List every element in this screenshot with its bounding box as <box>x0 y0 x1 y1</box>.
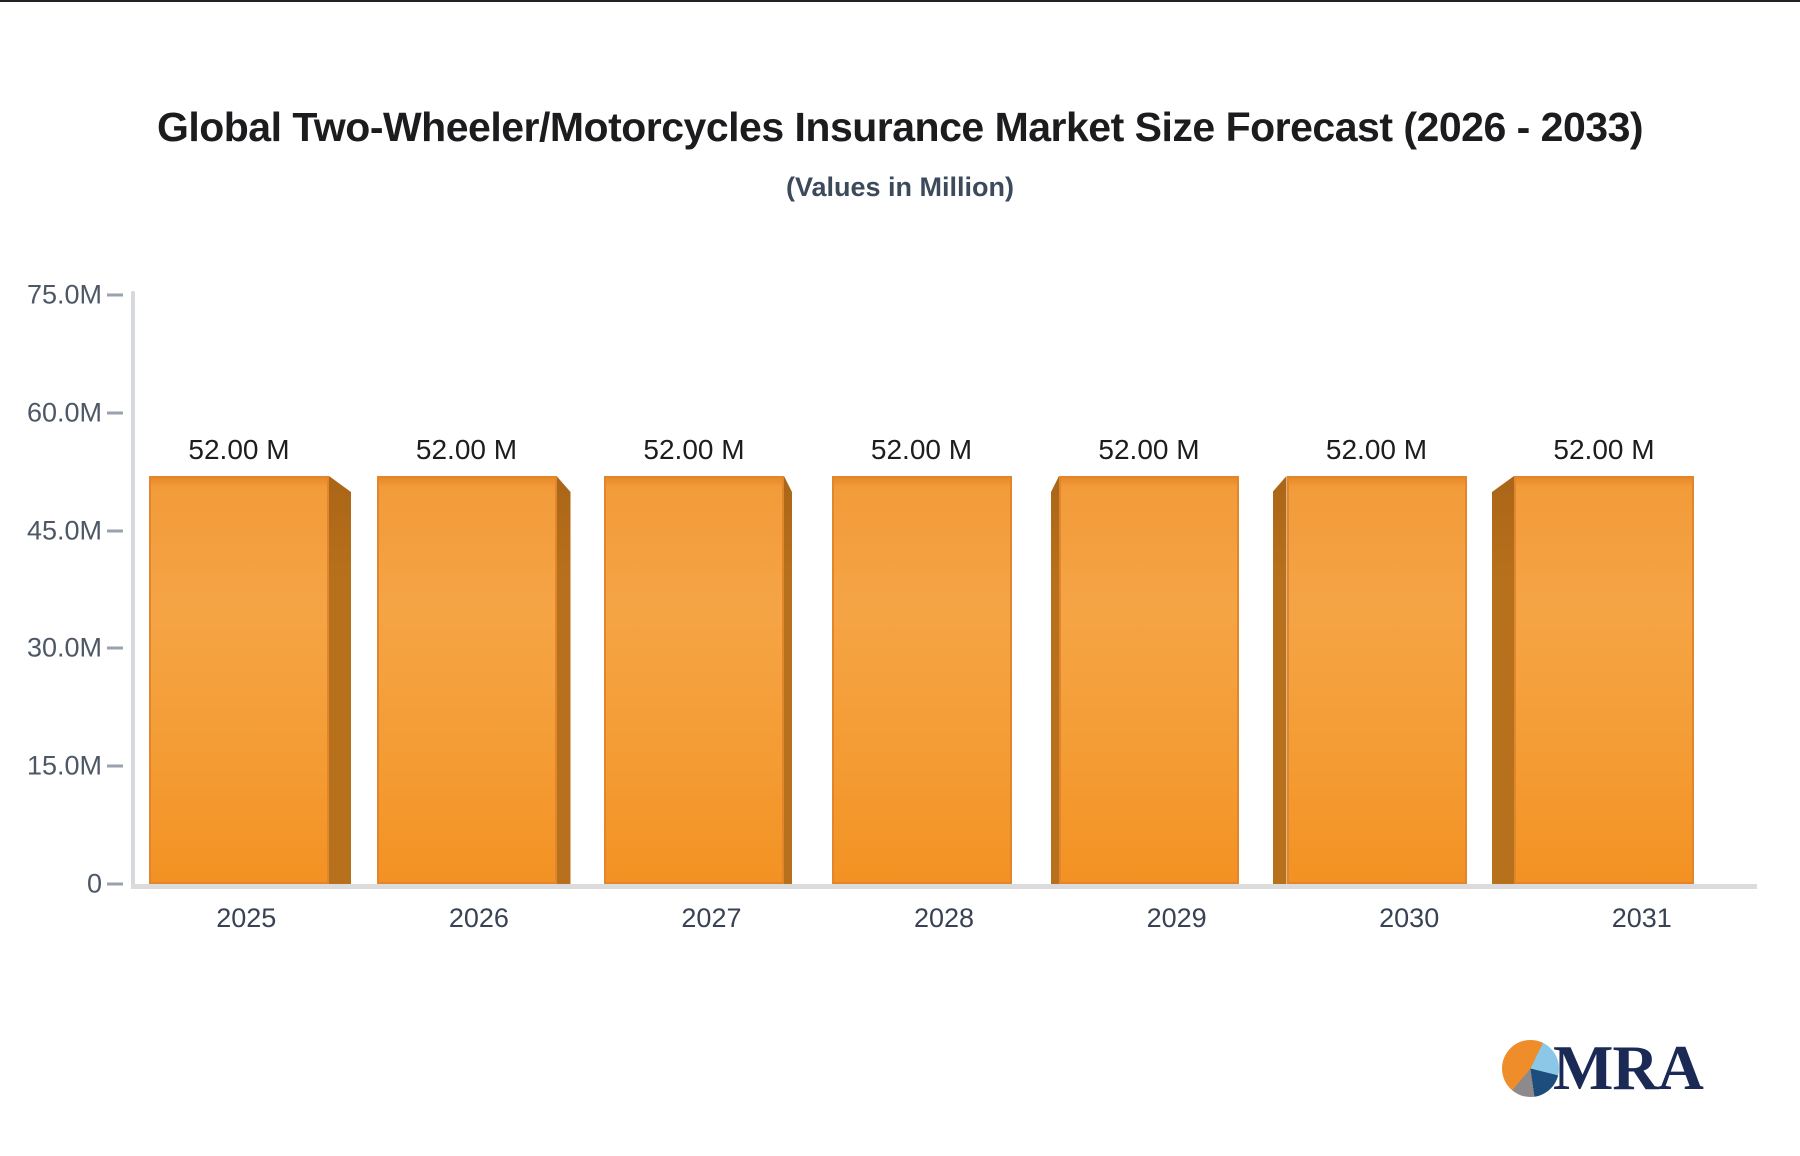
bar-value-label: 52.00 M <box>643 434 745 465</box>
y-axis-tick-label: 75.0M <box>26 279 102 310</box>
x-axis-tick-label: 2027 <box>681 903 742 933</box>
page-top-border <box>0 0 1800 2</box>
x-axis-labels: 2025 2026 2027 2028 2029 2030 2031 <box>130 903 1758 934</box>
y-axis-tick-mark <box>107 529 123 533</box>
y-axis-tick-mark <box>107 646 123 650</box>
bar-2025[interactable]: 52.00 M <box>149 434 351 884</box>
y-axis-tick-mark <box>107 411 123 415</box>
x-axis-tick-label: 2031 <box>1611 903 1672 933</box>
bar-face[interactable] <box>604 476 784 884</box>
bar-3d-side <box>1272 476 1287 884</box>
bar-face[interactable] <box>1059 476 1239 884</box>
bar-face[interactable] <box>1514 476 1694 884</box>
y-axis-tick-label: 0 <box>86 868 102 899</box>
y-axis-tick-label: 60.0M <box>26 397 102 428</box>
bar-2031[interactable]: 52.00 M <box>1492 434 1694 884</box>
bar-3d-side <box>784 476 792 884</box>
bar-3d-side <box>556 476 571 884</box>
bar-face[interactable] <box>831 476 1012 884</box>
bar-3d-side <box>1492 476 1514 884</box>
bar-value-label: 52.00 M <box>1098 434 1200 465</box>
x-axis-tick-label: 2026 <box>448 903 509 933</box>
y-axis-tick-label: 30.0M <box>26 632 102 663</box>
mra-logo: MRA <box>1502 1032 1704 1103</box>
bar-value-label: 52.00 M <box>415 434 518 465</box>
bar-value-label: 52.00 M <box>1325 434 1428 465</box>
y-axis-tick-mark <box>107 882 123 886</box>
bar-2030[interactable]: 52.00 M <box>1272 434 1467 884</box>
bar-2029[interactable]: 52.00 M <box>1051 434 1239 884</box>
y-axis-line <box>131 291 135 887</box>
y-axis-tick-mark <box>107 293 123 297</box>
x-axis-tick-label: 2028 <box>913 903 975 933</box>
bar-2026[interactable]: 52.00 M <box>376 434 571 884</box>
bar-3d-side <box>1051 476 1059 884</box>
pie-chart-icon <box>1502 1039 1559 1097</box>
bars-plot-area: 52.00 M 52.00 M 52.00 M 52.00 M 52.00 M 52.00… <box>149 295 1694 884</box>
bar-face[interactable] <box>1286 476 1467 884</box>
chart-subtitle: (Values in Million) <box>785 172 1015 202</box>
y-axis-tick-label: 45.0M <box>26 515 102 546</box>
bar-value-label: 52.00 M <box>1553 434 1655 465</box>
bar-3d-side <box>329 476 351 884</box>
y-axis-tick-mark <box>107 764 123 768</box>
x-axis-line <box>131 884 1757 889</box>
bar-value-label: 52.00 M <box>870 434 973 465</box>
bar-face[interactable] <box>376 476 557 884</box>
chart-title: Global Two-Wheeler/Motorcycles Insurance… <box>156 104 1644 150</box>
y-axis-tick-label: 15.0M <box>26 750 102 781</box>
bar-face[interactable] <box>149 476 329 884</box>
x-axis-tick-label: 2029 <box>1146 903 1207 933</box>
bar-2027[interactable]: 52.00 M <box>604 434 792 884</box>
bar-2028[interactable]: 52.00 M <box>831 434 1012 884</box>
logo-text: MRA <box>1553 1032 1704 1103</box>
x-axis-tick-label: 2030 <box>1379 903 1440 933</box>
bar-value-label: 52.00 M <box>188 434 290 465</box>
x-axis-tick-label: 2025 <box>216 903 277 933</box>
